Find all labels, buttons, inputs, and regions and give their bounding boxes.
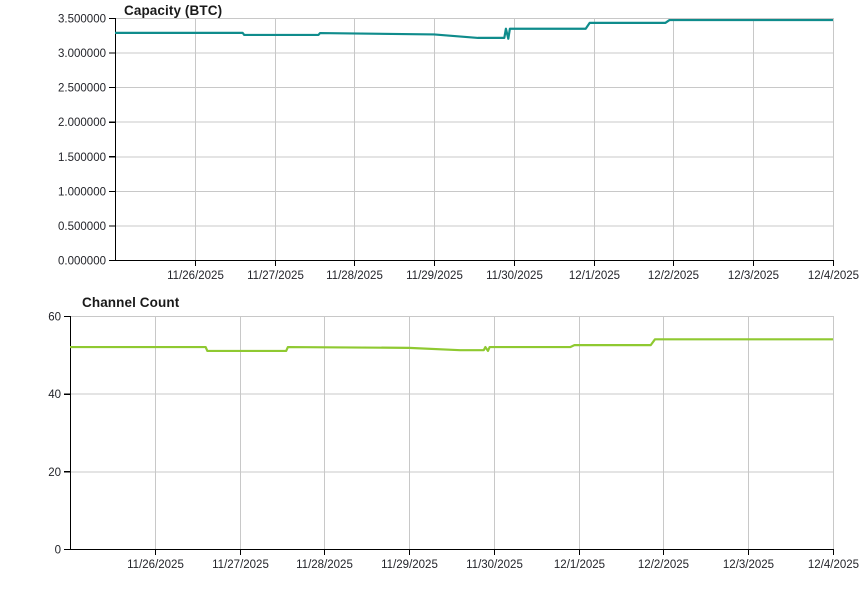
y-tick-label: 0.500000	[58, 221, 106, 233]
x-tick-label: 12/2/2025	[648, 270, 699, 282]
y-tick-label: 40	[48, 389, 61, 401]
y-tick-label: 0	[55, 545, 61, 557]
x-tick-label: 12/3/2025	[728, 270, 779, 282]
y-tick-label: 2.000000	[58, 117, 106, 129]
x-tick-label: 12/1/2025	[569, 270, 620, 282]
capacity-plot: 0.000000 0.500000 1.000000 1.500000 2.000000…	[58, 14, 859, 283]
y-tick-label: 60	[48, 312, 61, 324]
channel-count-plot: 0 20 40 60 11/26/2025 11/27/2025 11/28/2025 11/…	[48, 312, 859, 572]
y-tick-label: 2.500000	[58, 83, 106, 95]
x-tick-label: 12/4/2025	[808, 559, 859, 571]
x-tick-label: 11/28/2025	[326, 270, 383, 282]
x-tick-label: 11/27/2025	[247, 270, 304, 282]
x-tick-label: 12/3/2025	[723, 559, 774, 571]
x-tick-label: 12/1/2025	[554, 559, 605, 571]
y-tick-label: 1.500000	[58, 152, 106, 164]
x-tick-label: 11/29/2025	[381, 559, 438, 571]
x-tick-label: 11/30/2025	[486, 270, 543, 282]
x-tick-label: 11/26/2025	[127, 559, 184, 571]
x-tick-label: 12/2/2025	[638, 559, 689, 571]
x-tick-label: 11/26/2025	[167, 270, 224, 282]
x-tick-label: 11/28/2025	[296, 559, 353, 571]
data-series-line	[115, 18, 833, 40]
channel-count-chart: Channel Count 0 20 40 60 11/26/2025 11/27/202…	[0, 288, 860, 600]
x-tick-label: 11/27/2025	[212, 559, 269, 571]
y-tick-label: 0.000000	[58, 256, 106, 268]
y-tick-label: 20	[48, 467, 61, 479]
capacity-chart: Capacity (BTC) 0.000000 0.500000 1.000000 1…	[0, 0, 860, 288]
y-tick-label: 3.000000	[58, 48, 106, 60]
x-tick-label: 11/30/2025	[466, 559, 523, 571]
capacity-chart-title: Capacity (BTC)	[124, 3, 223, 18]
y-tick-label: 1.000000	[58, 186, 106, 198]
x-tick-label: 12/4/2025	[808, 270, 859, 282]
x-tick-label: 11/29/2025	[406, 270, 463, 282]
data-series-line	[70, 338, 833, 353]
y-tick-label: 3.500000	[58, 14, 106, 26]
channel-count-chart-title: Channel Count	[82, 295, 180, 310]
